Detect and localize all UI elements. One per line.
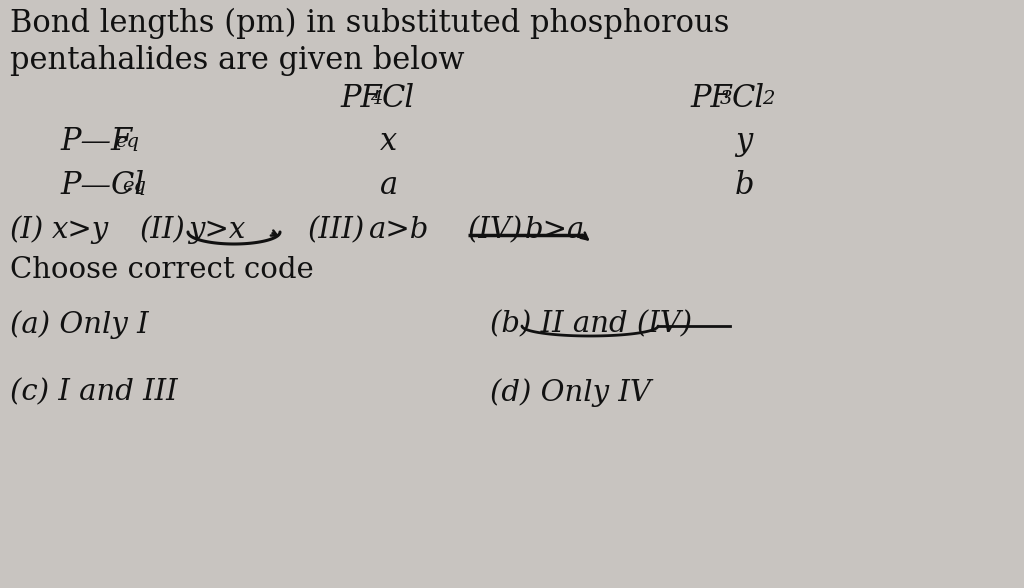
Text: PF: PF (340, 83, 382, 114)
Text: (a) Only I: (a) Only I (10, 310, 148, 339)
Text: (II): (II) (140, 216, 185, 244)
Text: Cl: Cl (732, 83, 765, 114)
Text: x: x (380, 126, 397, 157)
Text: (IV): (IV) (468, 216, 523, 244)
Text: P—F: P—F (60, 126, 132, 157)
Text: eq: eq (115, 133, 139, 151)
Text: P—Cl: P—Cl (60, 170, 144, 201)
Text: (d) Only IV: (d) Only IV (490, 378, 651, 407)
Text: eq: eq (122, 177, 146, 195)
Text: y: y (735, 126, 753, 157)
Text: x>y: x>y (52, 216, 110, 244)
Text: pentahalides are given below: pentahalides are given below (10, 45, 465, 76)
Text: b: b (735, 170, 755, 201)
Text: (I): (I) (10, 216, 44, 244)
Text: b>a: b>a (525, 216, 586, 244)
Text: (III): (III) (308, 216, 366, 244)
Text: 3: 3 (720, 90, 732, 108)
Text: (c) I and III: (c) I and III (10, 378, 177, 406)
Text: a>b: a>b (368, 216, 428, 244)
Text: 4: 4 (370, 90, 382, 108)
Text: Bond lengths (pm) in substituted phosphorous: Bond lengths (pm) in substituted phospho… (10, 8, 729, 39)
Text: y>x: y>x (188, 216, 246, 244)
Text: Choose correct code: Choose correct code (10, 256, 313, 284)
Text: (b) II and (IV): (b) II and (IV) (490, 310, 692, 338)
Text: 2: 2 (762, 90, 774, 108)
Text: PF: PF (690, 83, 731, 114)
Text: Cl: Cl (382, 83, 415, 114)
Text: a: a (380, 170, 398, 201)
